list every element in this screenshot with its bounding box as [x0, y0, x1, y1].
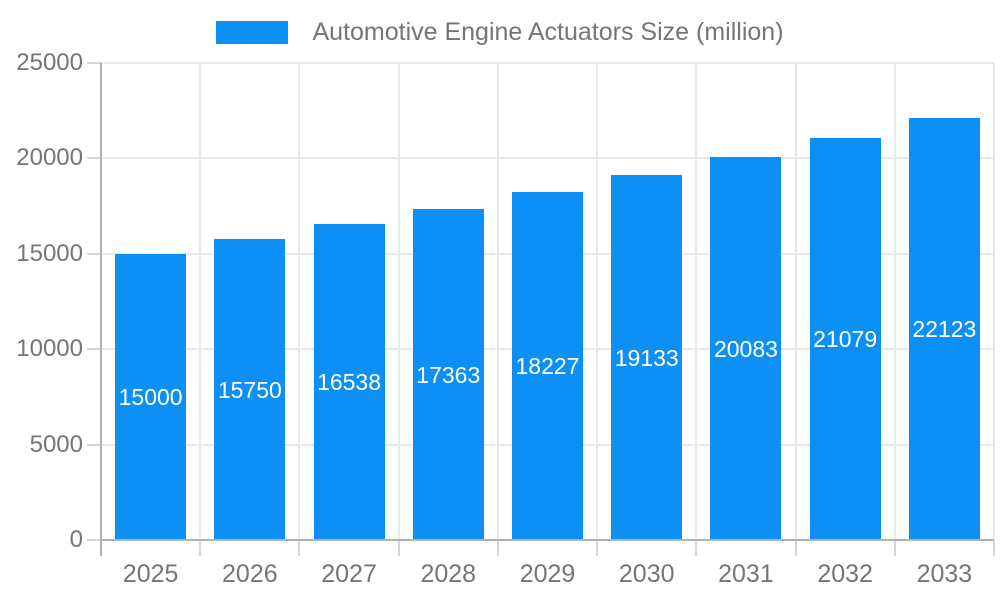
x-tick: [893, 541, 896, 556]
bar-2028: [412, 209, 484, 540]
x-tick-label: 2030: [618, 560, 675, 588]
x-tick: [397, 541, 400, 556]
x-tick: [993, 541, 995, 556]
legend-label: Automotive Engine Actuators Size (millio…: [312, 17, 784, 46]
x-tick-label: 2032: [817, 560, 873, 588]
bar-2033: [908, 118, 980, 540]
legend: Automotive Engine Actuators Size (millio…: [0, 15, 1000, 49]
x-tick: [199, 541, 202, 556]
bar-2027: [313, 224, 385, 540]
x-tick-label: 2025: [122, 560, 179, 588]
x-tick-label: 2027: [321, 560, 377, 588]
y-tick-label: 0: [69, 526, 83, 553]
bar-value-label: 15000: [118, 384, 183, 410]
bar-value-label: 21079: [813, 326, 878, 352]
x-tick-label: 2028: [420, 560, 477, 588]
v-gridline: [695, 63, 698, 540]
bar-2026: [214, 239, 286, 540]
y-tick: [87, 443, 101, 446]
bar-2030: [611, 175, 683, 540]
legend-swatch: [216, 20, 289, 44]
v-gridline: [397, 63, 400, 540]
bar-2025: [115, 254, 187, 540]
y-tick: [87, 62, 101, 64]
x-tick-label: 2031: [718, 560, 774, 588]
bar-value-label: 22123: [912, 316, 977, 342]
y-tick: [87, 252, 101, 255]
bar-value-label: 20083: [713, 335, 778, 362]
y-tick: [87, 539, 101, 541]
v-gridline: [993, 63, 995, 540]
x-tick: [496, 541, 499, 556]
bar-2029: [512, 192, 583, 540]
x-tick: [794, 541, 797, 556]
v-gridline: [893, 63, 896, 540]
h-gridline: [101, 62, 994, 64]
bar-value-label: 17363: [416, 361, 481, 388]
x-tick-label: 2033: [916, 560, 973, 588]
h-gridline: [101, 157, 994, 160]
bar-2031: [710, 157, 782, 540]
y-tick-label: 15000: [16, 239, 83, 267]
y-tick-label: 5000: [29, 430, 83, 458]
x-tick-label: 2026: [222, 560, 278, 588]
x-tick: [596, 541, 599, 556]
v-gridline: [298, 63, 301, 540]
y-tick: [87, 348, 101, 351]
y-tick-label: 20000: [16, 144, 83, 172]
bar-value-label: 19133: [614, 344, 679, 371]
v-gridline: [794, 63, 797, 540]
y-axis-line: [100, 63, 102, 556]
bar-value-label: 15750: [217, 376, 282, 403]
x-tick: [298, 541, 301, 556]
v-gridline: [199, 63, 202, 540]
y-tick: [87, 157, 101, 160]
y-tick-label: 25000: [16, 49, 83, 76]
bar-value-label: 18227: [515, 353, 580, 379]
v-gridline: [596, 63, 599, 540]
x-tick: [695, 541, 698, 556]
y-tick-label: 10000: [16, 335, 83, 363]
x-axis-line: [101, 539, 994, 541]
v-gridline: [496, 63, 499, 540]
bar-value-label: 16538: [317, 369, 382, 395]
x-tick-label: 2029: [519, 560, 576, 588]
bar-2032: [809, 138, 881, 540]
